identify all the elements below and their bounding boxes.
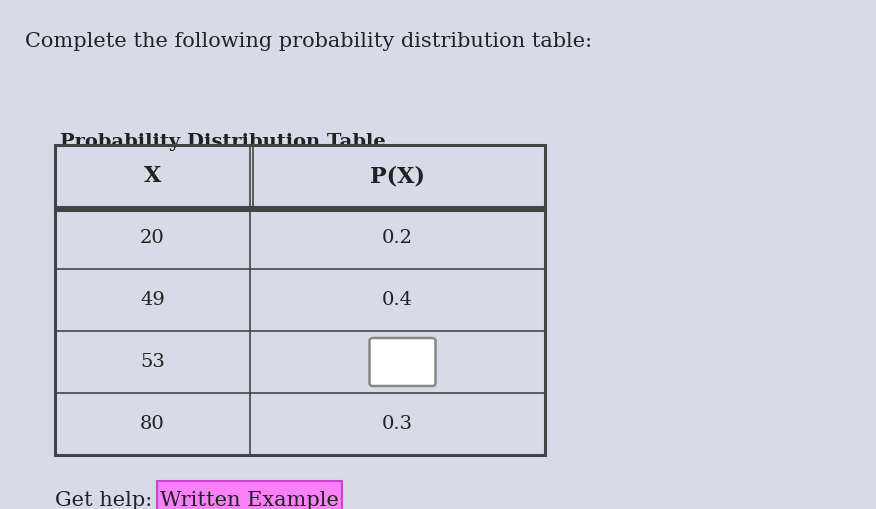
Bar bbox=[250, 331, 545, 393]
Bar bbox=[55, 393, 250, 455]
Text: 49: 49 bbox=[140, 291, 165, 309]
FancyBboxPatch shape bbox=[157, 481, 342, 509]
Text: 0.2: 0.2 bbox=[382, 229, 413, 247]
Text: X: X bbox=[144, 165, 161, 187]
Text: 20: 20 bbox=[140, 229, 165, 247]
Text: Get help:: Get help: bbox=[55, 491, 159, 509]
Bar bbox=[55, 145, 250, 207]
Bar bbox=[55, 331, 250, 393]
FancyBboxPatch shape bbox=[370, 338, 435, 386]
Bar bbox=[250, 393, 545, 455]
Bar bbox=[55, 207, 250, 269]
Text: 0.3: 0.3 bbox=[382, 415, 413, 433]
Bar bbox=[250, 145, 545, 207]
Bar bbox=[250, 207, 545, 269]
Bar bbox=[250, 269, 545, 331]
Text: P(X): P(X) bbox=[370, 165, 425, 187]
Text: 53: 53 bbox=[140, 353, 165, 371]
Text: 80: 80 bbox=[140, 415, 165, 433]
Text: Written Example: Written Example bbox=[160, 491, 339, 509]
Text: 0.4: 0.4 bbox=[382, 291, 413, 309]
Bar bbox=[55, 145, 545, 455]
Text: Probability Distribution Table: Probability Distribution Table bbox=[60, 133, 385, 151]
Bar bbox=[55, 269, 250, 331]
Text: Complete the following probability distribution table:: Complete the following probability distr… bbox=[25, 32, 592, 51]
